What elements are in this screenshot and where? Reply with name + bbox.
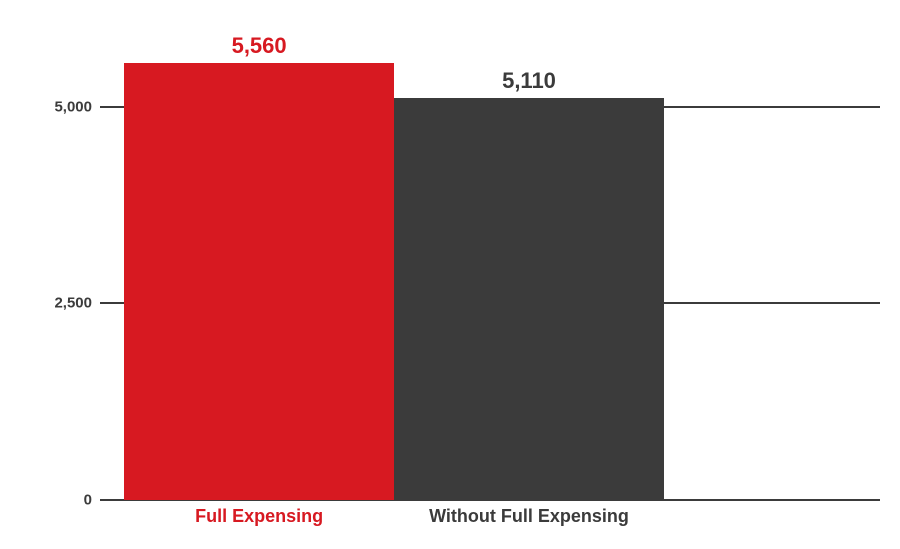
- x-tick-label-without: Without Full Expensing: [429, 500, 629, 527]
- bar-chart: 0 2,500 5,000 5,560 Full Expensing 5,110 Witho…: [0, 0, 900, 549]
- x-tick-label-full-expensing: Full Expensing: [195, 500, 323, 527]
- bar-full-expensing: [124, 63, 394, 500]
- y-tick-label: 0: [84, 492, 100, 509]
- bar-value-label-without: 5,110: [502, 68, 556, 98]
- y-tick-label: 2,500: [54, 295, 100, 312]
- y-tick-label: 5,000: [54, 98, 100, 115]
- plot-area: 02,5005,0005,560Full Expensing5,110Witho…: [100, 28, 880, 500]
- bar-value-label-full-expensing: 5,560: [232, 33, 287, 63]
- bar-without: [394, 98, 664, 500]
